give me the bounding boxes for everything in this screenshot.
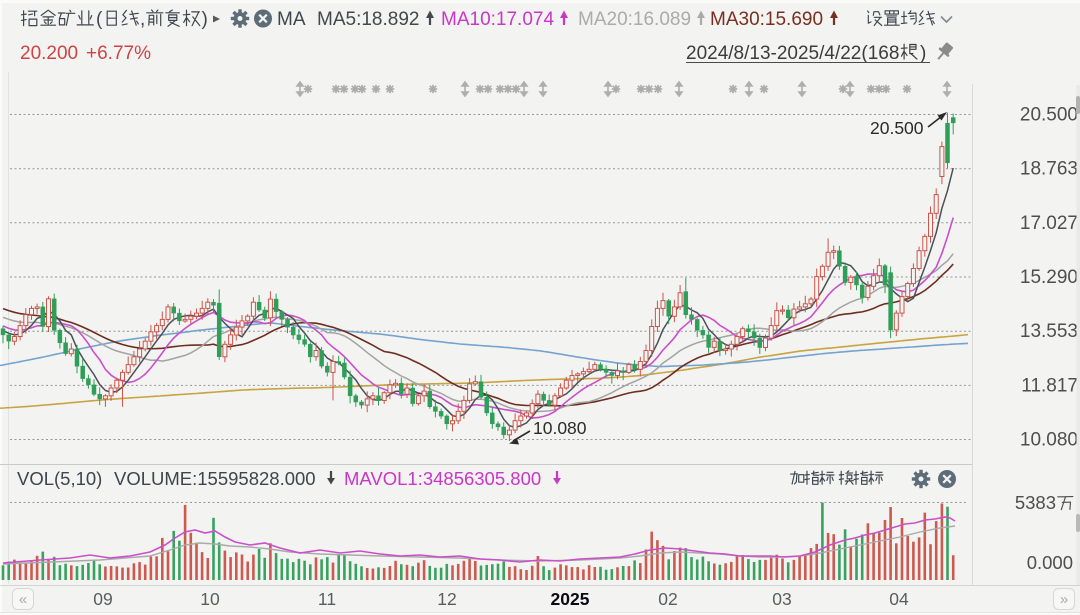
svg-text:03: 03 — [772, 589, 791, 609]
svg-text:15.290: 15.290 — [1020, 267, 1078, 288]
svg-text:13.553: 13.553 — [1020, 321, 1078, 342]
svg-text:10.080: 10.080 — [1020, 430, 1078, 451]
svg-text:(: ( — [96, 9, 103, 30]
svg-text:10: 10 — [200, 589, 220, 609]
svg-text:2024/8/13-2025/4/22(168: 2024/8/13-2025/4/22(168 — [686, 43, 899, 64]
svg-text:»: » — [1060, 591, 1068, 608]
svg-text:0.000: 0.000 — [1027, 552, 1073, 573]
svg-text:VOL(5,10): VOL(5,10) — [17, 468, 102, 489]
svg-text:02: 02 — [658, 589, 677, 609]
svg-text:VOLUME:15595828.000: VOLUME:15595828.000 — [114, 468, 316, 489]
svg-text:5383: 5383 — [1015, 492, 1056, 513]
svg-text:MA30:15.690: MA30:15.690 — [710, 9, 823, 30]
svg-text:11: 11 — [318, 589, 336, 609]
svg-text:MA: MA — [277, 9, 306, 30]
svg-text:10.080: 10.080 — [533, 418, 587, 438]
svg-text:MA10:17.074: MA10:17.074 — [441, 9, 554, 30]
svg-text:11.817: 11.817 — [1021, 375, 1078, 396]
svg-text:17.027: 17.027 — [1020, 213, 1078, 234]
svg-text:,: , — [140, 9, 145, 30]
svg-text:04: 04 — [889, 589, 909, 609]
svg-text:«: « — [19, 591, 27, 608]
svg-text:12: 12 — [437, 589, 456, 609]
svg-text:18.763: 18.763 — [1020, 159, 1078, 180]
svg-text:): ) — [920, 43, 926, 64]
svg-text:): ) — [202, 9, 208, 30]
svg-text:20.200: 20.200 — [20, 43, 78, 64]
svg-text:MAVOL1:34856305.800: MAVOL1:34856305.800 — [344, 468, 541, 489]
svg-text:09: 09 — [93, 589, 112, 609]
svg-text:20.500: 20.500 — [1020, 105, 1078, 126]
svg-text:MA5:18.892: MA5:18.892 — [317, 9, 419, 30]
svg-text:MA20:16.089: MA20:16.089 — [578, 9, 691, 30]
svg-text:+6.77%: +6.77% — [86, 43, 151, 64]
svg-text:2025: 2025 — [551, 589, 590, 609]
svg-text:20.500: 20.500 — [870, 118, 924, 138]
